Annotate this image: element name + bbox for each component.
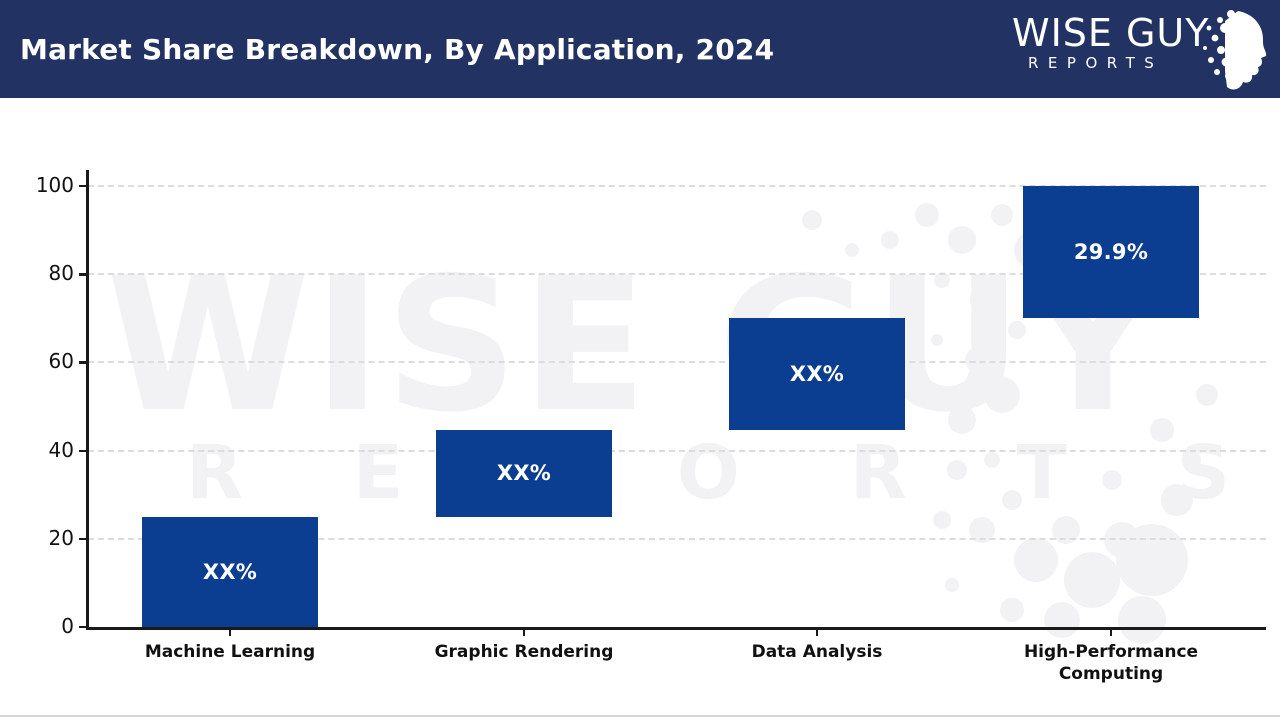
y-gridline — [88, 537, 1266, 540]
watermark-dot — [934, 272, 950, 288]
bar-value-label: XX% — [789, 361, 845, 386]
y-tick-mark — [79, 537, 88, 541]
watermark-dot — [1044, 602, 1080, 638]
y-tick-mark — [79, 185, 88, 188]
y-gridline — [88, 449, 1266, 452]
y-gridline — [88, 273, 1266, 276]
watermark-dot — [1161, 484, 1193, 516]
watermark-dot — [1008, 321, 1026, 339]
watermark-dot — [1150, 418, 1174, 442]
y-tick-label: 60 — [48, 349, 74, 374]
watermark-dot — [802, 210, 822, 230]
y-tick-mark — [79, 361, 88, 364]
x-category-label: Machine Learning — [144, 642, 316, 662]
watermark-dot — [1196, 384, 1218, 406]
watermark-dot — [1000, 598, 1024, 622]
y-tick-label: 100 — [35, 173, 74, 197]
chart-plot-area: WISE GUY R E P O R T S 0 20 40 60 80 100 XX% Ma… — [0, 98, 1280, 720]
x-category-label: Data Analysis — [751, 642, 883, 662]
bar-segment: 29.9% — [1023, 186, 1199, 318]
x-tick-mark — [816, 628, 819, 636]
y-axis-line — [86, 170, 89, 629]
bar-value-label: 29.9% — [1073, 239, 1149, 264]
y-tick-label: 20 — [48, 525, 74, 550]
y-tick-label: 40 — [48, 437, 74, 462]
bar-segment: XX% — [142, 516, 318, 627]
watermark-dot — [1064, 552, 1120, 608]
y-tick-mark — [79, 449, 88, 452]
watermark-dot — [1118, 596, 1166, 644]
watermark-dot — [881, 231, 899, 249]
watermark-dot — [915, 383, 929, 397]
bar-value-label: XX% — [496, 461, 552, 486]
watermark-dot — [948, 226, 976, 254]
y-tick-mark — [79, 273, 88, 276]
logo-wordmark: WISE GUY — [1012, 11, 1210, 55]
bar-segment: XX% — [436, 429, 612, 517]
watermark-dot — [965, 348, 989, 372]
watermark-dot — [1116, 524, 1188, 596]
watermark-dot — [948, 406, 976, 434]
watermark-dot — [933, 511, 951, 529]
watermark-dot — [845, 243, 859, 257]
x-category-label: High-Performance Computing — [1023, 642, 1199, 684]
watermark-dot — [991, 204, 1013, 226]
logo-subtitle: REPORTS — [1028, 54, 1164, 72]
watermark-dot — [970, 284, 1002, 316]
x-tick-mark — [229, 628, 232, 636]
y-gridline — [88, 185, 1266, 187]
watermark-dot — [1102, 470, 1122, 490]
watermark-dot — [945, 578, 959, 592]
watermark-dot — [1052, 516, 1080, 544]
watermark-dot — [984, 377, 1020, 413]
bar-segment: XX% — [729, 317, 905, 430]
x-tick-mark — [523, 628, 526, 636]
watermark-wordmark: WISE GUY — [106, 237, 1163, 453]
y-tick-label: 80 — [48, 261, 74, 286]
watermark-dot — [931, 334, 943, 346]
watermark-dot — [915, 203, 939, 227]
y-tick-label: 0 — [61, 614, 74, 638]
watermark-dot — [947, 460, 967, 480]
x-tick-mark — [1110, 628, 1113, 636]
watermark-dot — [1014, 538, 1058, 582]
dotted-head-icon — [1203, 10, 1267, 90]
watermark-subtitle: R E P O R T S — [186, 430, 1273, 516]
watermark-dot — [1183, 451, 1201, 469]
wise-guy-reports-logo: WISE GUY REPORTS — [1012, 10, 1267, 90]
header-bar: Market Share Breakdown, By Application, … — [0, 0, 1280, 98]
bar-value-label: XX% — [202, 559, 258, 584]
y-gridline — [88, 361, 1266, 364]
x-category-label: Graphic Rendering — [434, 642, 614, 662]
bottom-border — [0, 715, 1280, 717]
x-axis-line — [86, 627, 1266, 630]
watermark-dot — [984, 452, 1000, 468]
watermark-dot — [1002, 490, 1022, 510]
chart-title: Market Share Breakdown, By Application, … — [20, 32, 775, 66]
y-tick-mark — [79, 626, 88, 629]
